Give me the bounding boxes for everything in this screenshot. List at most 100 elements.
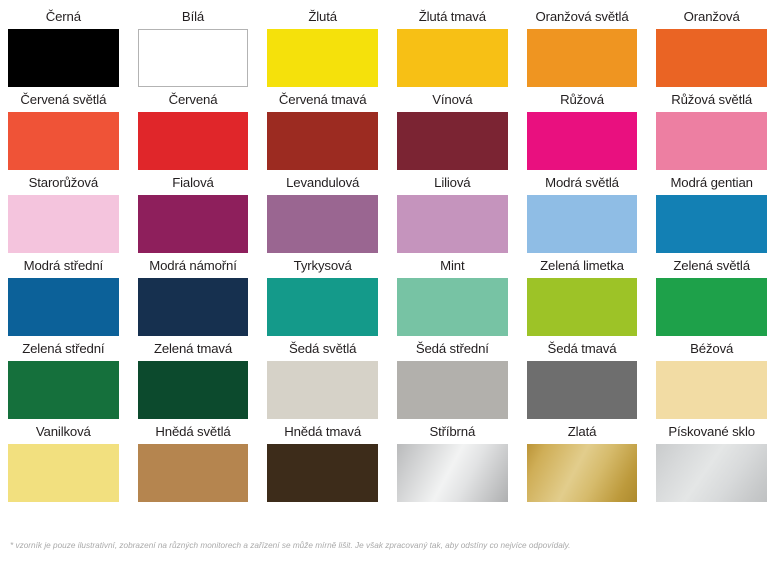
swatch-label: Žlutá tmavá xyxy=(418,9,486,24)
swatch-cell: Modrá námořní xyxy=(137,253,249,336)
swatch-label: Modrá světlá xyxy=(545,175,619,190)
swatch-label: Starorůžová xyxy=(28,175,99,190)
color-swatch[interactable] xyxy=(137,278,249,336)
swatch-label: Hnědá tmavá xyxy=(284,424,362,439)
color-swatch[interactable] xyxy=(526,444,638,502)
color-swatch[interactable] xyxy=(8,361,119,419)
swatch-label: Červená xyxy=(168,92,218,107)
swatch-cell: Červená světlá xyxy=(8,87,119,170)
swatch-label: Pískované sklo xyxy=(668,424,755,439)
swatch-cell: Hnědá tmavá xyxy=(267,419,378,502)
swatch-cell: Černá xyxy=(8,4,119,87)
swatch-label: Béžová xyxy=(690,341,734,356)
swatch-label: Červená tmavá xyxy=(278,92,367,107)
color-swatch[interactable] xyxy=(137,444,249,502)
swatch-label: Modrá námořní xyxy=(149,258,237,273)
color-swatch[interactable] xyxy=(267,278,378,336)
color-swatch[interactable] xyxy=(656,29,767,87)
swatch-label: Modrá střední xyxy=(23,258,104,273)
swatch-cell: Vínová xyxy=(396,87,508,170)
color-swatch[interactable] xyxy=(526,278,638,336)
color-swatch[interactable] xyxy=(396,112,508,170)
color-swatch[interactable] xyxy=(8,444,119,502)
swatch-label: Oranžová světlá xyxy=(535,9,629,24)
swatch-cell: Stříbrná xyxy=(396,419,508,502)
swatch-label: Fialová xyxy=(172,175,214,190)
color-swatch[interactable] xyxy=(396,195,508,253)
color-swatch[interactable] xyxy=(8,29,119,87)
color-swatch[interactable] xyxy=(656,195,767,253)
swatch-cell: Zelená střední xyxy=(8,336,119,419)
color-swatch[interactable] xyxy=(8,195,119,253)
swatch-label: Růžová světlá xyxy=(671,92,753,107)
swatch-cell: Zlatá xyxy=(526,419,638,502)
color-swatch[interactable] xyxy=(137,361,249,419)
swatch-label: Vanilková xyxy=(35,424,91,439)
swatch-cell: Růžová xyxy=(526,87,638,170)
swatch-cell: Levandulová xyxy=(267,170,378,253)
swatch-cell: Pískované sklo xyxy=(656,419,767,502)
swatch-cell: Oranžová xyxy=(656,4,767,87)
swatch-label: Růžová xyxy=(560,92,604,107)
swatch-cell: Červená tmavá xyxy=(267,87,378,170)
color-swatch[interactable] xyxy=(526,195,638,253)
swatch-cell: Zelená tmavá xyxy=(137,336,249,419)
swatch-label: Šedá střední xyxy=(415,341,489,356)
color-swatch[interactable] xyxy=(267,112,378,170)
swatch-label: Zelená limetka xyxy=(540,258,624,273)
swatch-cell: Modrá světlá xyxy=(526,170,638,253)
swatch-label: Zelená světlá xyxy=(673,258,750,273)
swatch-cell: Zelená limetka xyxy=(526,253,638,336)
color-swatch[interactable] xyxy=(267,444,378,502)
swatch-label: Bílá xyxy=(181,9,205,24)
color-swatch[interactable] xyxy=(396,29,508,87)
swatch-cell: Mint xyxy=(396,253,508,336)
swatch-cell: Modrá střední xyxy=(8,253,119,336)
swatch-cell: Fialová xyxy=(137,170,249,253)
color-swatch[interactable] xyxy=(396,444,508,502)
color-swatch[interactable] xyxy=(396,361,508,419)
color-swatch[interactable] xyxy=(8,278,119,336)
color-swatch[interactable] xyxy=(267,29,378,87)
swatch-cell: Červená xyxy=(137,87,249,170)
swatch-label: Oranžová xyxy=(683,9,740,24)
color-swatch[interactable] xyxy=(396,278,508,336)
swatch-cell: Tyrkysová xyxy=(267,253,378,336)
color-swatch[interactable] xyxy=(656,112,767,170)
color-swatch[interactable] xyxy=(8,112,119,170)
swatch-cell: Žlutá xyxy=(267,4,378,87)
swatch-cell: Béžová xyxy=(656,336,767,419)
color-swatch[interactable] xyxy=(526,112,638,170)
swatch-cell: Liliová xyxy=(396,170,508,253)
swatch-cell: Starorůžová xyxy=(8,170,119,253)
swatch-label: Liliová xyxy=(434,175,471,190)
swatch-label: Mint xyxy=(440,258,465,273)
swatch-label: Modrá gentian xyxy=(670,175,753,190)
color-swatch[interactable] xyxy=(137,195,249,253)
color-swatch[interactable] xyxy=(656,278,767,336)
color-swatch[interactable] xyxy=(267,361,378,419)
swatch-cell: Růžová světlá xyxy=(656,87,767,170)
swatch-label: Vínová xyxy=(432,92,473,107)
swatch-cell: Šedá střední xyxy=(396,336,508,419)
swatch-label: Žlutá xyxy=(308,9,337,24)
swatch-label: Červená světlá xyxy=(20,92,107,107)
swatch-label: Zlatá xyxy=(567,424,597,439)
swatch-label: Tyrkysová xyxy=(293,258,352,273)
color-swatch[interactable] xyxy=(526,29,638,87)
color-swatch[interactable] xyxy=(137,112,249,170)
swatch-grid: Černá Bílá Žlutá Žlutá tmavá Oranžová světlá… xyxy=(8,4,767,502)
color-swatch[interactable] xyxy=(267,195,378,253)
swatch-label: Levandulová xyxy=(286,175,360,190)
color-swatch[interactable] xyxy=(656,361,767,419)
swatch-label: Šedá světlá xyxy=(289,341,357,356)
swatch-label: Stříbrná xyxy=(429,424,476,439)
color-swatch[interactable] xyxy=(137,29,249,87)
swatch-label: Hnědá světlá xyxy=(155,424,231,439)
color-swatch[interactable] xyxy=(656,444,767,502)
swatch-cell: Vanilková xyxy=(8,419,119,502)
swatch-cell: Bílá xyxy=(137,4,249,87)
color-swatch[interactable] xyxy=(526,361,638,419)
swatch-label: Zelená střední xyxy=(22,341,105,356)
